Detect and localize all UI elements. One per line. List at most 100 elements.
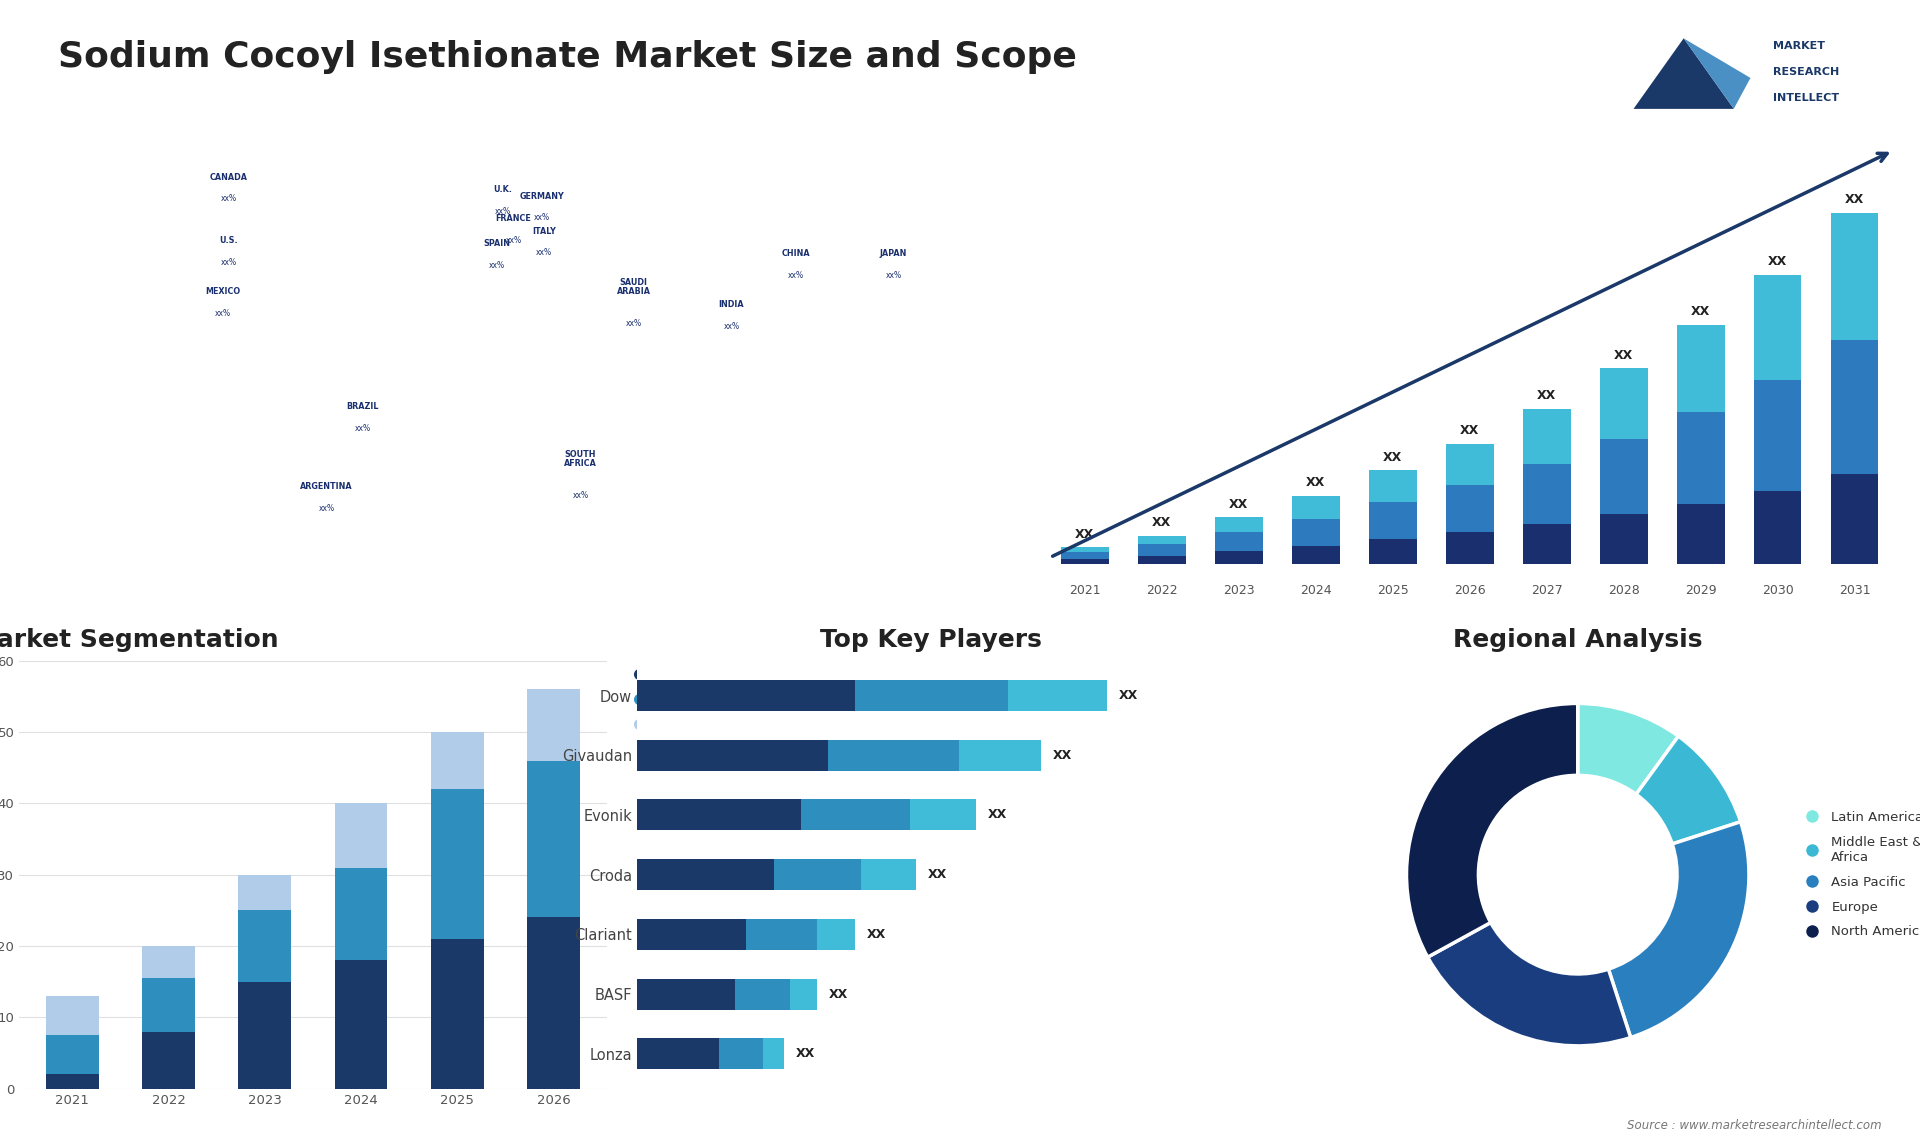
Bar (238, 874, 292, 910)
Text: xx%: xx% (319, 503, 334, 512)
Bar (910, 800, 975, 831)
Text: XX: XX (1768, 256, 1788, 268)
Text: MARKET: MARKET (1772, 41, 1824, 50)
Text: SOUTH
AFRICA: SOUTH AFRICA (564, 449, 597, 469)
Bar (762, 1038, 785, 1069)
Text: Source : www.marketresearchintellect.com: Source : www.marketresearchintellect.com (1626, 1120, 1882, 1132)
Bar (142, 945, 196, 979)
Text: 2022: 2022 (1146, 584, 1177, 597)
Text: SPAIN: SPAIN (484, 240, 511, 249)
Text: XX: XX (797, 1047, 816, 1060)
Text: XX: XX (1152, 516, 1171, 529)
Text: XX: XX (1052, 748, 1071, 762)
Bar (1676, 325, 1724, 411)
Wedge shape (1428, 923, 1630, 1046)
Text: xx%: xx% (505, 236, 522, 245)
Text: xx%: xx% (534, 213, 549, 222)
Text: CHINA: CHINA (781, 249, 810, 258)
Bar (1369, 502, 1417, 539)
Text: 2025: 2025 (1377, 584, 1409, 597)
Bar (1446, 486, 1494, 532)
Text: xx%: xx% (626, 319, 641, 328)
Bar (747, 919, 818, 950)
Text: JAPAN: JAPAN (879, 249, 906, 258)
Text: Sodium Cocoyl Isethionate Market Size and Scope: Sodium Cocoyl Isethionate Market Size an… (58, 40, 1077, 74)
Bar (334, 960, 388, 1089)
Bar (1292, 519, 1340, 545)
Bar (789, 979, 818, 1010)
Bar (637, 740, 828, 771)
Bar (856, 680, 1008, 712)
Text: 2026: 2026 (1453, 584, 1486, 597)
Text: XX: XX (1459, 424, 1478, 437)
Bar (1139, 556, 1187, 564)
Bar (1139, 535, 1187, 544)
Bar (430, 939, 484, 1089)
Text: XX: XX (1382, 450, 1402, 464)
Bar (1369, 539, 1417, 564)
Text: xx%: xx% (355, 424, 371, 433)
Text: XX: XX (1229, 497, 1248, 510)
Text: INTELLECT: INTELLECT (1772, 93, 1839, 103)
Legend: Type, Application, Geography: Type, Application, Geography (626, 668, 737, 732)
Bar (1832, 213, 1878, 340)
Text: GERMANY: GERMANY (518, 191, 564, 201)
Text: xx%: xx% (221, 258, 236, 267)
Text: MEXICO: MEXICO (205, 288, 240, 297)
Bar (960, 740, 1041, 771)
Bar (1292, 545, 1340, 564)
Text: xx%: xx% (493, 207, 511, 217)
Bar (1832, 473, 1878, 564)
Text: XX: XX (1538, 388, 1557, 402)
Bar (238, 982, 292, 1089)
Text: 2023: 2023 (1223, 584, 1254, 597)
Polygon shape (1684, 38, 1751, 109)
Text: 2024: 2024 (1300, 584, 1332, 597)
Text: U.K.: U.K. (493, 186, 513, 195)
Bar (1676, 504, 1724, 564)
Bar (637, 860, 774, 890)
Bar (1753, 490, 1801, 564)
Bar (801, 800, 910, 831)
Bar (142, 979, 196, 1031)
Bar (430, 790, 484, 939)
Bar (1676, 411, 1724, 504)
Text: xx%: xx% (572, 490, 589, 500)
Bar (334, 868, 388, 960)
Text: xx%: xx% (215, 309, 230, 319)
Text: 2028: 2028 (1607, 584, 1640, 597)
Text: xx%: xx% (724, 322, 739, 331)
Bar (1523, 464, 1571, 524)
Bar (637, 979, 735, 1010)
Title: Regional Analysis: Regional Analysis (1453, 628, 1703, 652)
Bar (1599, 369, 1647, 439)
Text: FRANCE: FRANCE (495, 214, 532, 223)
Text: XX: XX (1615, 348, 1634, 362)
Bar (1446, 444, 1494, 486)
Bar (46, 1075, 98, 1089)
Bar (1753, 380, 1801, 490)
Text: RESEARCH: RESEARCH (1772, 66, 1839, 77)
Bar (526, 918, 580, 1089)
Text: INDIA: INDIA (718, 300, 745, 309)
Bar (718, 1038, 762, 1069)
Bar (1062, 552, 1108, 559)
Text: SAUDI
ARABIA: SAUDI ARABIA (616, 277, 651, 297)
Bar (1062, 548, 1108, 552)
Text: xx%: xx% (787, 270, 804, 280)
Text: XX: XX (829, 988, 849, 1000)
Bar (1523, 409, 1571, 464)
Bar (828, 740, 960, 771)
Text: XX: XX (1845, 194, 1864, 206)
Bar (430, 732, 484, 790)
Bar (238, 910, 292, 982)
Bar (1215, 551, 1263, 564)
Bar (1062, 559, 1108, 564)
Text: XX: XX (987, 808, 1006, 822)
Text: XX: XX (927, 869, 947, 881)
Text: xx%: xx% (490, 261, 505, 270)
Text: Market Segmentation: Market Segmentation (0, 628, 278, 652)
Text: BRAZIL: BRAZIL (346, 402, 378, 411)
Bar (1008, 680, 1106, 712)
Text: U.S.: U.S. (219, 236, 238, 245)
